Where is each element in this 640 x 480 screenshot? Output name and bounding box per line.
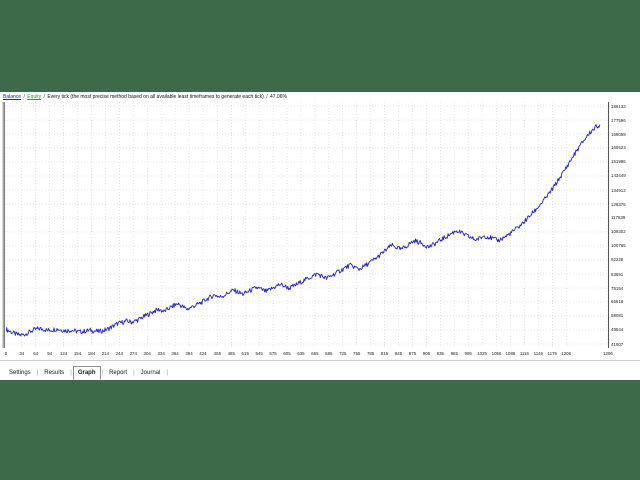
x-axis-tick-label: 124 (59, 351, 68, 356)
tab-graph[interactable]: Graph (72, 366, 101, 380)
x-axis-tick-label: 64 (33, 351, 39, 356)
y-axis-tick-label: 109302 (611, 229, 626, 235)
chart-plot-area[interactable] (6, 102, 608, 348)
x-axis-tick-label: 154 (73, 351, 82, 356)
x-axis-tick-label: 995 (464, 351, 472, 356)
tester-tabstrip[interactable]: Settings | Results | Graph | Report | Journal | (0, 360, 640, 380)
x-axis-tick-label: 515 (241, 351, 249, 356)
x-axis-tick-label: 785 (366, 351, 375, 356)
x-axis-tick-label: 394 (185, 351, 193, 356)
y-axis-tick-label: 75154 (611, 285, 624, 291)
x-axis-tick-label: 965 (450, 351, 458, 356)
x-axis-tick-label: 665 (311, 351, 319, 356)
y-axis-tick-label: 126375 (611, 201, 626, 207)
x-axis-tick-label: 424 (199, 351, 207, 356)
x-axis-tick-label: 1025 (477, 351, 487, 356)
x-axis-tick-label: 725 (339, 351, 347, 356)
x-axis-tick-label: 1206 (561, 351, 572, 356)
x-axis-tick-label: 94 (47, 351, 53, 356)
x-axis-tick-label: 1176 (547, 351, 557, 356)
y-axis-tick-label: 41007 (611, 341, 624, 347)
y-axis-tick-label: 49544 (611, 327, 624, 333)
x-axis-tick-label: 695 (325, 351, 333, 356)
x-axis-tick-label: 545 (255, 351, 263, 356)
x-axis-tick-label: 485 (227, 351, 235, 356)
x-axis-tick-label: 0 (4, 351, 8, 356)
chart-gridlines (6, 102, 608, 348)
chart-right-axis-rule (608, 102, 609, 348)
x-axis-tick-label: 1086 (505, 351, 516, 356)
x-axis-tick-label: 575 (269, 351, 277, 356)
x-axis-tick-label: 455 (213, 351, 222, 356)
x-axis-tick-label: 845 (394, 351, 403, 356)
x-axis-tick-label: 334 (157, 351, 165, 356)
tab-separator: | (36, 370, 39, 376)
y-axis-tick-label: 143449 (611, 173, 626, 179)
tab-report[interactable]: Report (109, 370, 128, 376)
x-axis-tick-label: 755 (353, 351, 361, 356)
chart-plot-wrapper (0, 102, 640, 348)
x-axis-tick-label: 1116 (519, 351, 529, 356)
legend-separator-1: / (23, 94, 25, 100)
y-axis-tick-label: 83691 (611, 271, 624, 277)
y-axis-tick-label: 186133 (611, 103, 626, 109)
y-axis-tick-label: 92228 (611, 257, 624, 263)
legend-modelling-quality: 47.06% (270, 94, 287, 100)
x-axis-tick-label: 875 (408, 351, 417, 356)
y-axis-tick-label: 134912 (611, 187, 626, 193)
legend-separator-2: / (43, 94, 45, 100)
y-axis-tick-label: 160523 (611, 145, 626, 151)
chart-x-axis: 0 34 64 94 124 154 184 214 244 274 304 334 364 394 424… (0, 350, 640, 358)
chart-balance-curve (6, 124, 601, 337)
legend-separator-3: / (266, 94, 268, 100)
y-axis-tick-label: 100765 (611, 243, 626, 249)
tab-settings[interactable]: Settings (9, 370, 31, 376)
chart-left-gutter (2, 102, 5, 348)
y-axis-tick-label: 58081 (611, 313, 624, 319)
legend-tick-mode-text: Every tick (the most precise method base… (47, 94, 264, 100)
x-axis-tick-label: 304 (143, 351, 151, 356)
y-axis-tick-label: 177596 (611, 117, 626, 123)
y-axis-tick-label: 151986 (611, 159, 626, 165)
x-axis-tick-label: 214 (101, 351, 110, 356)
x-axis-tick-label: 1146 (533, 351, 544, 356)
tab-separator: | (70, 370, 72, 376)
x-axis-tick-label: 905 (422, 351, 431, 356)
y-axis-tick-label: 169059 (611, 131, 626, 137)
chart-y-axis: 186133 177596 169059 160523 151986 143449 1349… (611, 102, 640, 348)
balance-line-path (6, 124, 601, 337)
legend-equity-link[interactable]: Equity (27, 94, 42, 100)
tab-separator: | (133, 370, 135, 376)
x-axis-tick-label: 244 (115, 351, 123, 356)
tab-results[interactable]: Results (44, 370, 65, 376)
y-axis-tick-label: 66618 (611, 299, 624, 305)
strategy-tester-graph-panel: Balance / Equity / Balance Every tick (t… (0, 92, 640, 380)
x-axis-tick-label: 635 (297, 351, 305, 356)
x-axis-tick-label: 34 (19, 351, 25, 356)
y-axis-tick-label: 117839 (611, 215, 626, 221)
tab-journal[interactable]: Journal (140, 370, 161, 376)
x-axis-tick-label: 605 (283, 351, 291, 356)
chart-legend-bar: Balance / Equity / Balance Every tick (t… (0, 92, 640, 102)
tab-separator: | (101, 370, 104, 376)
x-axis-tick-label: 1296 (603, 351, 613, 356)
x-axis-tick-label: 364 (171, 351, 179, 356)
x-axis-tick-label: 935 (436, 351, 444, 356)
legend-balance-link[interactable]: Balance (3, 94, 22, 100)
x-axis-tick-label: 1056 (491, 351, 502, 356)
x-axis-tick-label: 815 (380, 351, 389, 356)
x-axis-tick-label: 274 (129, 351, 137, 356)
tab-separator: | (166, 370, 168, 376)
x-axis-tick-label: 184 (87, 351, 96, 356)
